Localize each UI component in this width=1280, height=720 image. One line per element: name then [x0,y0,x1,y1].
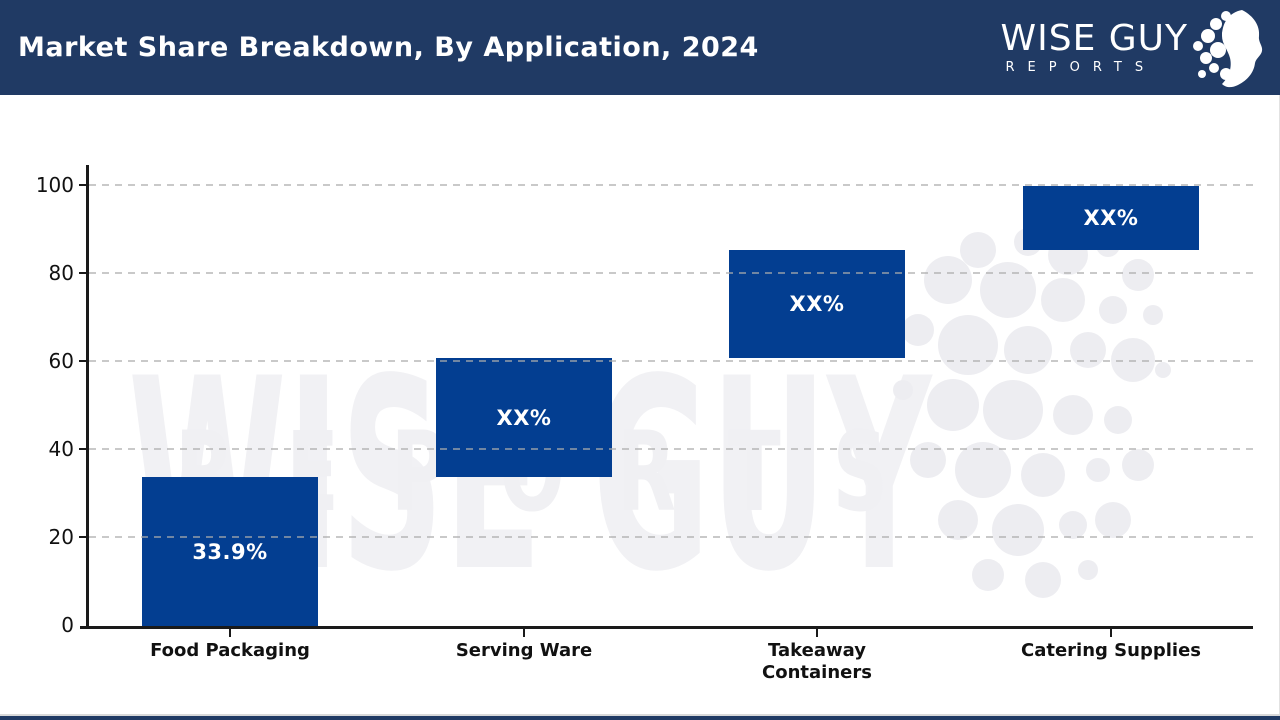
x-tick-food-packaging [229,629,231,637]
wiseguy-logo: WISE GUY REPORTS [1001,6,1267,90]
bar-value-label: XX% [789,292,845,316]
bottom-hairline [0,714,1280,716]
y-tick-label-20: 20 [48,525,74,549]
x-label-food-packaging: Food Packaging [150,640,310,661]
y-tick-100 [79,184,87,186]
bar-value-label: 33.9% [192,539,268,564]
chart-area: WISE GUY R E P O R T S [0,95,1280,715]
y-tick-20 [79,536,87,538]
y-tick-label-80: 80 [48,261,74,285]
logo-main-label: WISE GUY [1000,18,1188,59]
x-label-takeaway-containers: Takeaway Containers [762,640,872,683]
gridline-20 [89,536,1253,538]
bar-takeaway-containers: XX% [729,250,905,358]
y-axis-line [86,165,89,628]
logo-sub-label: REPORTS [1005,60,1157,75]
x-label-serving-ware: Serving Ware [455,640,593,661]
gridline-100 [89,184,1253,186]
x-label-catering-supplies: Catering Supplies [1021,640,1201,661]
x-axis-line [80,626,1253,629]
footer-bar [0,716,1280,720]
gridline-60 [89,360,1253,362]
bar-value-label: XX% [1083,206,1139,230]
watermark-head-icon [893,228,1171,598]
x-tick-takeaway-containers [816,629,818,637]
page-title: Market Share Breakdown, By Application, … [18,32,759,63]
bar-value-label: XX% [496,405,552,430]
y-tick-label-100: 100 [35,173,74,197]
x-tick-catering-supplies [1110,629,1112,637]
bar-catering-supplies: XX% [1023,186,1199,250]
y-tick-label-40: 40 [48,437,74,461]
y-tick-label-0: 0 [61,613,74,637]
y-tick-60 [79,360,87,362]
x-tick-serving-ware [523,629,525,637]
logo-text: WISE GUY REPORTS [1000,18,1189,76]
gridline-80 [89,272,1253,274]
y-tick-40 [79,448,87,450]
wiseguy-head-icon [1193,9,1263,87]
bar-food-packaging: 33.9% [142,477,318,626]
y-tick-label-60: 60 [48,349,74,373]
gridline-40 [89,448,1253,450]
header-bar: Market Share Breakdown, By Application, … [0,0,1280,95]
y-tick-80 [79,272,87,274]
bar-serving-ware: XX% [436,358,612,477]
